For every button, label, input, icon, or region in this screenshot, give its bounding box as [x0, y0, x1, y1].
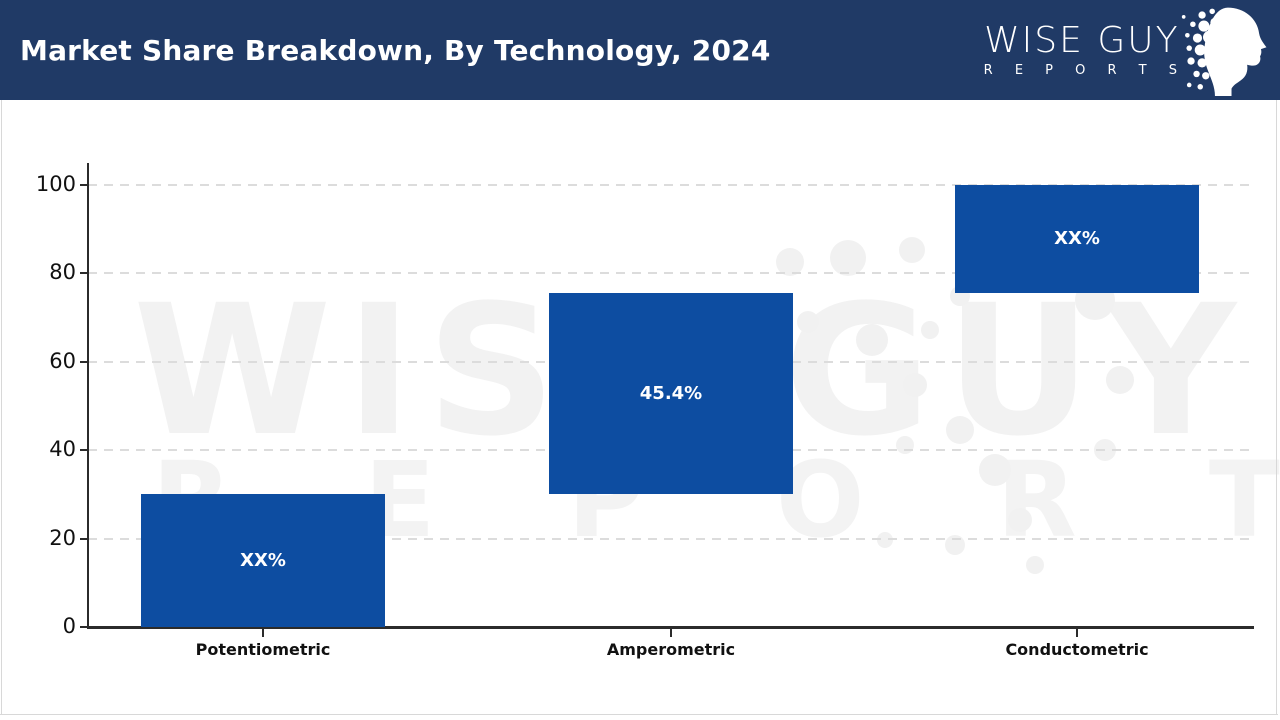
x-category-label: Potentiometric	[195, 640, 331, 659]
y-tick-label: 0	[62, 614, 76, 638]
bar-value-label: 45.4%	[639, 383, 703, 405]
logo-head-icon	[1181, 7, 1267, 96]
header-bar: Market Share Breakdown, By Technology, 2…	[0, 0, 1280, 100]
page-title: Market Share Breakdown, By Technology, 2…	[20, 33, 771, 67]
y-axis-line	[87, 163, 89, 629]
x-axis-line	[87, 626, 1254, 629]
y-tick-label: 40	[49, 437, 76, 461]
y-tick-label: 80	[49, 260, 76, 284]
x-tick-mark	[262, 629, 264, 637]
y-tick-mark	[80, 360, 88, 363]
frame-bottom-line	[0, 714, 1278, 715]
logo-wordmark-line1: WISE GUY	[984, 19, 1180, 61]
y-tick-mark	[80, 272, 88, 274]
y-gridline	[88, 537, 1253, 540]
x-tick-mark	[670, 629, 672, 637]
logo-wordmark: WISE GUY R E P O R T S	[978, 19, 1186, 78]
x-category-label: Amperometric	[606, 640, 736, 659]
logo-wordmark-line2: R E P O R T S	[983, 62, 1186, 78]
bar-value-label: XX%	[240, 550, 286, 572]
y-tick-mark	[80, 626, 88, 628]
y-tick-label: 20	[49, 525, 76, 550]
frame-left-line	[1, 100, 2, 714]
wise-guy-logo: WISE GUY R E P O R T S	[978, 4, 1272, 96]
bar-segment: 45.4%	[549, 293, 793, 495]
bar-segment: XX%	[141, 494, 385, 627]
y-tick-mark	[80, 183, 88, 186]
y-tick-mark	[80, 537, 88, 540]
x-category-label: Conductometric	[1005, 640, 1149, 659]
y-tick-label: 100	[35, 171, 76, 196]
y-gridline	[88, 183, 1253, 186]
y-tick-mark	[80, 449, 88, 451]
y-gridline	[88, 272, 1253, 274]
bar-segment: XX%	[955, 184, 1199, 294]
y-tick-label: 60	[49, 348, 76, 373]
bar-value-label: XX%	[1054, 228, 1100, 250]
x-tick-mark	[1076, 629, 1078, 637]
frame-right-line	[1276, 100, 1277, 714]
